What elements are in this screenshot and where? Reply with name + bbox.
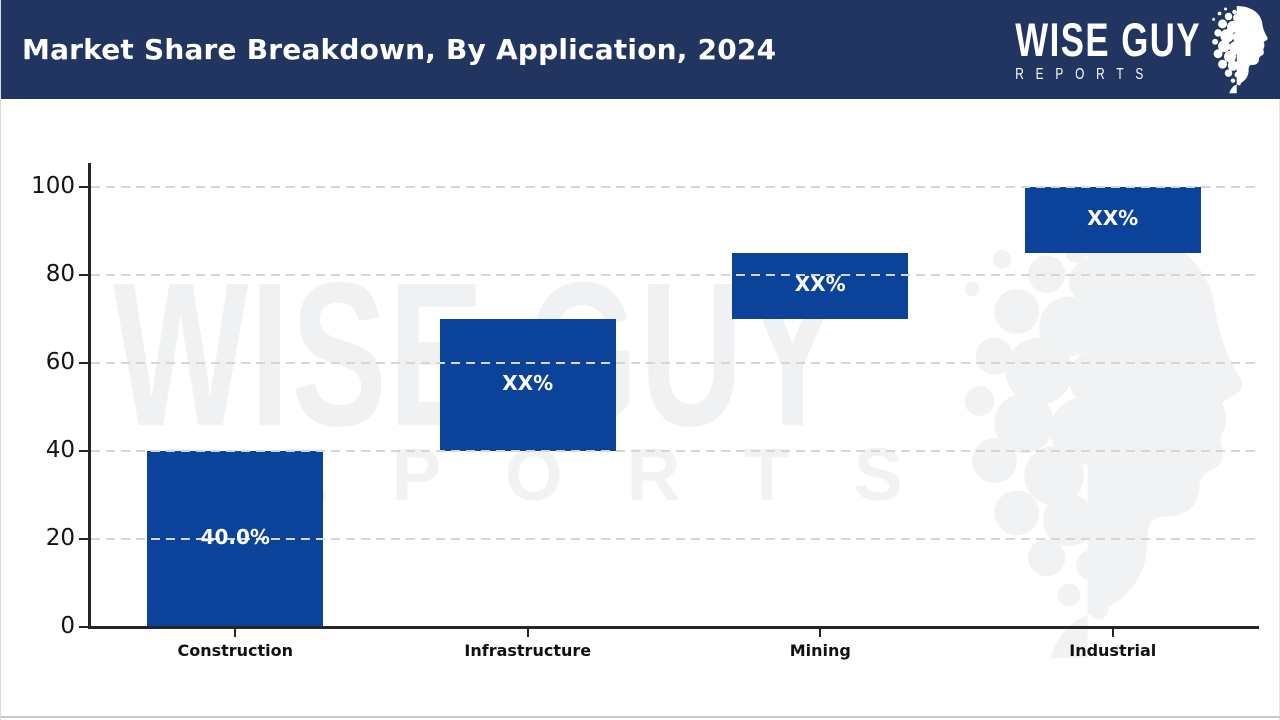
brand-logo: WISE GUY REPORTS <box>950 5 1280 94</box>
x-tick-industrial <box>1111 629 1114 637</box>
gridline-40 <box>91 450 1257 452</box>
bar-industrial <box>1024 187 1201 253</box>
y-tick-20 <box>79 538 88 540</box>
bar-value-label-mining: XX% <box>794 272 846 296</box>
x-tick-construction <box>234 629 237 637</box>
x-category-label-construction: Construction <box>177 641 294 660</box>
y-tick-40 <box>79 450 88 452</box>
bottom-border <box>1 716 1280 718</box>
brand-wordmark: WISE GUY <box>1015 12 1201 66</box>
watermark-face-icon <box>964 222 1242 659</box>
y-tick-0 <box>79 626 88 628</box>
bar-value-label-industrial: XX% <box>1087 206 1139 230</box>
bar-infrastructure <box>439 319 616 451</box>
figure-title: Market Share Breakdown, By Application, … <box>22 33 777 66</box>
y-tick-100 <box>79 186 88 188</box>
gridline-60 <box>91 362 1257 364</box>
gridline-80 <box>91 274 1257 276</box>
y-tick-label-80: 80 <box>45 261 75 287</box>
x-axis-line <box>88 626 1259 629</box>
y-tick-label-0: 0 <box>60 613 75 639</box>
gridline-20 <box>91 538 1257 540</box>
y-tick-label-60: 60 <box>45 349 75 375</box>
y-tick-label-20: 20 <box>45 525 75 551</box>
x-category-label-mining: Mining <box>789 641 851 660</box>
y-axis-line <box>88 163 91 629</box>
y-tick-label-40: 40 <box>45 437 75 463</box>
brand-face-icon <box>1212 5 1268 93</box>
bar-value-label-construction: 40.0% <box>200 525 270 549</box>
brand-subtitle: REPORTS <box>1015 65 1156 83</box>
x-tick-infrastructure <box>526 629 529 637</box>
bar-mining <box>732 253 909 319</box>
header: Market Share Breakdown, By Application, … <box>1 0 1280 99</box>
x-tick-mining <box>819 629 822 637</box>
y-tick-80 <box>79 274 88 276</box>
x-category-label-industrial: Industrial <box>1069 641 1157 660</box>
x-category-label-infrastructure: Infrastructure <box>464 641 592 660</box>
y-tick-label-100: 100 <box>31 173 75 199</box>
gridline-100 <box>91 186 1257 188</box>
bar-value-label-infrastructure: XX% <box>502 371 554 395</box>
y-tick-60 <box>79 362 88 364</box>
